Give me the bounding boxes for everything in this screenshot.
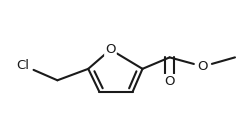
Text: O: O	[198, 60, 208, 73]
Text: O: O	[105, 43, 116, 56]
Text: O: O	[164, 75, 175, 88]
Text: Cl: Cl	[16, 59, 30, 72]
